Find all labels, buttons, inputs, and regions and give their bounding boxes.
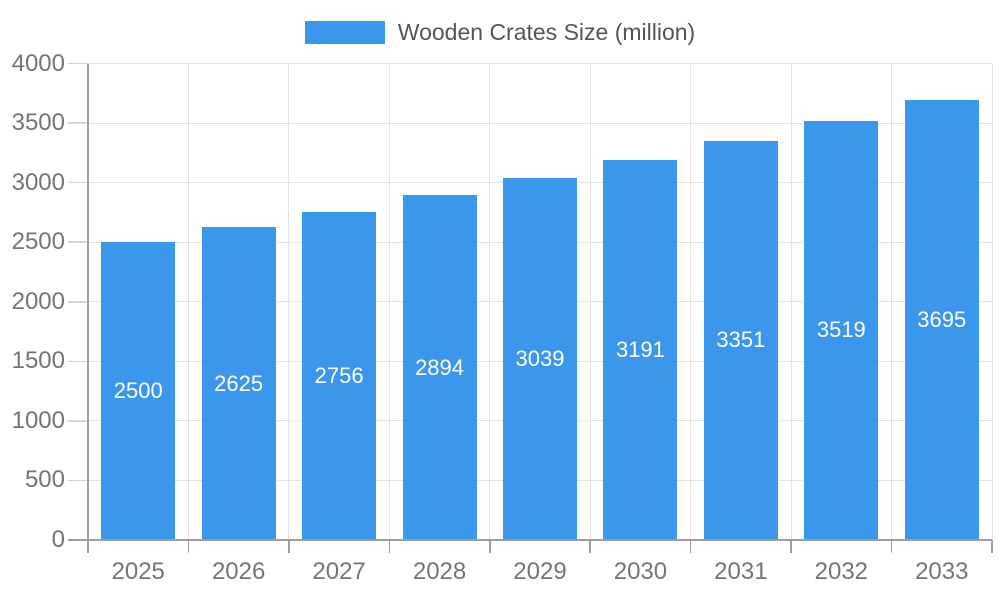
y-axis-line [87, 63, 89, 542]
bar-2025[interactable] [101, 242, 176, 540]
v-gridline [991, 63, 993, 540]
x-axis-tick-label: 2026 [211, 558, 266, 585]
bar-2032[interactable] [804, 120, 879, 540]
y-axis-tick [68, 479, 88, 482]
bar-value-label: 2894 [415, 354, 465, 380]
bar-2026[interactable] [201, 227, 276, 540]
bar-2030[interactable] [603, 159, 678, 540]
bar-value-label: 2500 [113, 378, 163, 404]
x-axis-tick [87, 540, 89, 553]
x-axis-tick-label: 2028 [412, 558, 467, 585]
y-axis-tick [68, 181, 88, 184]
y-axis-tick [68, 420, 88, 422]
y-axis-tick-label: 1500 [11, 347, 65, 375]
bar-value-label: 2625 [214, 370, 264, 396]
x-axis-tick-label: 2029 [513, 558, 567, 585]
v-gridline [589, 63, 591, 540]
y-axis-tick-label: 2000 [11, 287, 65, 315]
bar-2029[interactable] [503, 177, 577, 540]
bar-value-label: 3039 [515, 345, 565, 371]
legend: Wooden Crates Size (million) [0, 18, 1000, 46]
y-axis-tick-label: 2500 [11, 228, 65, 256]
y-axis-tick-label: 3500 [11, 109, 65, 137]
x-axis-tick-label: 2032 [814, 558, 869, 585]
bar-2027[interactable] [302, 211, 377, 540]
y-axis-tick-label: 0 [51, 526, 65, 553]
y-axis-tick [68, 301, 88, 303]
legend-item[interactable]: Wooden Crates Size (million) [304, 18, 696, 46]
bar-2031[interactable] [703, 140, 778, 540]
v-gridline [690, 63, 692, 540]
h-gridline [88, 122, 992, 124]
v-gridline [891, 63, 893, 540]
bar-value-label: 2756 [314, 362, 364, 388]
legend-label: Wooden Crates Size (million) [397, 18, 696, 45]
y-axis-tick [68, 122, 88, 124]
x-axis-tick [589, 540, 591, 553]
bar-2033[interactable] [904, 99, 979, 540]
x-axis-tick-label: 2031 [714, 558, 768, 585]
v-gridline [187, 63, 189, 540]
bar-value-label: 3191 [615, 336, 665, 362]
x-axis-tick-label: 2033 [915, 558, 969, 585]
x-axis-tick [187, 540, 190, 553]
y-axis-tick [68, 62, 88, 65]
y-axis-tick-label: 1000 [11, 406, 65, 434]
y-axis-tick [68, 241, 88, 243]
x-axis-tick [790, 540, 792, 553]
bar-value-label: 3519 [816, 317, 866, 343]
bar-value-label: 3695 [917, 306, 967, 332]
x-axis-tick [991, 540, 993, 553]
x-axis-tick [288, 540, 290, 553]
v-gridline [790, 63, 792, 540]
v-gridline [388, 63, 390, 540]
y-axis-tick-label: 500 [24, 466, 65, 494]
x-axis-tick-label: 2030 [613, 558, 668, 585]
h-gridline [88, 63, 992, 64]
v-gridline [288, 63, 290, 540]
x-axis-tick [388, 540, 391, 553]
x-axis-tick [489, 540, 491, 553]
x-axis-tick-label: 2025 [111, 558, 165, 585]
x-axis-tick [689, 540, 692, 553]
bar-value-label: 3351 [716, 327, 766, 353]
v-gridline [489, 63, 491, 540]
x-axis-tick [890, 540, 893, 553]
x-axis-tick-label: 2027 [312, 558, 366, 585]
bar-2028[interactable] [402, 195, 477, 540]
legend-swatch-icon [304, 20, 385, 44]
y-axis-tick-label: 4000 [11, 49, 65, 77]
y-axis-tick [68, 360, 88, 363]
y-axis-tick-label: 3000 [11, 168, 65, 196]
x-axis-line [68, 539, 992, 541]
